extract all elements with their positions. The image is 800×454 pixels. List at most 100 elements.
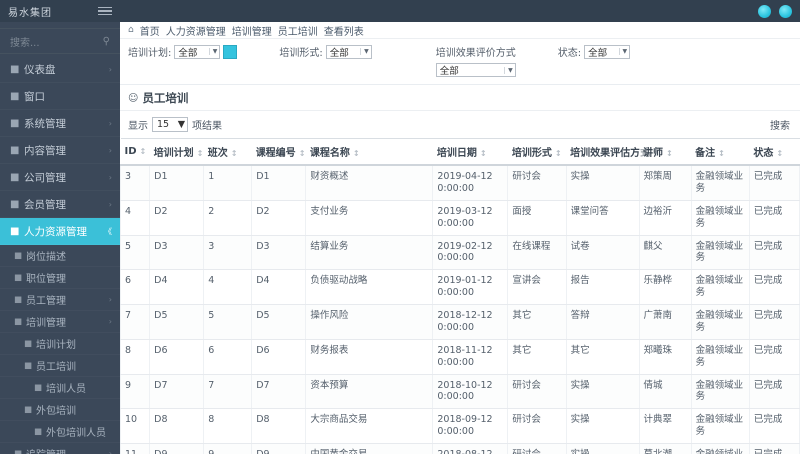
topbar: [120, 0, 800, 22]
user-avatar-1[interactable]: [758, 4, 771, 18]
cell-remark: 金融领域业务: [691, 443, 750, 454]
column-header-eval[interactable]: 培训效果评估方式↕: [566, 138, 660, 166]
search-icon: ⚲: [102, 35, 110, 47]
sidebar-item-13[interactable]: ■ 培训人员: [0, 377, 120, 399]
cell-form: 研讨会: [507, 443, 567, 454]
cell-eval: 实操: [566, 443, 640, 454]
sidebar-header: 易水集团: [0, 0, 120, 22]
sort-icon[interactable]: ↕: [352, 149, 360, 158]
table-row[interactable]: 7 D5 5 D5 操作风险 2018-12-12 0:00:00 其它 答辩 广萧南 金融领域业…: [120, 304, 800, 340]
filter-status-select[interactable]: 全部 ▼: [584, 44, 631, 59]
sort-icon[interactable]: ↕: [479, 149, 487, 158]
sort-icon[interactable]: ↕: [139, 147, 147, 156]
cell-status: 已完成: [749, 339, 800, 375]
cell-name: 大宗商品交易: [305, 408, 434, 444]
table-row[interactable]: 8 D6 6 D6 财务报表 2018-11-12 0:00:00 其它 其它 郑曦珠 金融领域业…: [120, 339, 800, 375]
sort-icon[interactable]: ↕: [230, 149, 238, 158]
cell-plan: D8: [149, 408, 205, 444]
column-header-plan[interactable]: 培训计划 ↕: [149, 138, 204, 166]
cell-plan: D4: [149, 269, 205, 305]
breadcrumb-item-1[interactable]: 人力资源管理: [165, 26, 226, 38]
table-row[interactable]: 4 D2 2 D2 支付业务 2019-03-12 0:00:00 面授 课堂问答 边裕沂 金融领…: [120, 200, 800, 236]
column-header-name[interactable]: 课程名称 ↕: [305, 138, 433, 166]
sidebar-item-15[interactable]: ■ 外包培训人员: [0, 421, 120, 443]
training-icon: ■: [14, 316, 23, 327]
sidebar-item-16[interactable]: ■追踪管理 ›: [0, 443, 120, 454]
user-avatar-2[interactable]: [779, 4, 792, 18]
entries-select[interactable]: 15 ▼: [152, 117, 188, 132]
hamburger-icon[interactable]: [98, 6, 112, 16]
table-row[interactable]: 5 D3 3 D3 结算业务 2019-02-12 0:00:00 在线课程 试卷 麒父 金融领域…: [120, 235, 800, 271]
outsource-training-icon: ■: [24, 404, 33, 415]
sort-icon[interactable]: ↕: [196, 149, 204, 158]
column-header-id[interactable]: ID ↕: [120, 138, 150, 166]
search-button[interactable]: 搜索: [770, 121, 790, 132]
column-header-label: 培训效果评估方式: [570, 148, 651, 159]
cell-status: 已完成: [749, 304, 800, 340]
cell-batch: 2: [203, 200, 253, 236]
column-header-label: 培训形式: [511, 148, 552, 159]
sidebar-item-14[interactable]: ■ 外包培训: [0, 399, 120, 421]
breadcrumb-item-2[interactable]: 培训管理: [231, 26, 272, 38]
column-header-remark[interactable]: 备注 ↕: [691, 138, 750, 166]
breadcrumb-item-3[interactable]: 员工培训: [277, 26, 318, 38]
column-header-date[interactable]: 培训日期 ↕: [432, 138, 508, 166]
cell-code: D1: [251, 165, 307, 201]
cell-code: D7: [251, 374, 307, 410]
column-header-code[interactable]: 课程编号 ↕: [251, 138, 306, 166]
column-header-batch[interactable]: 班次 ↕: [203, 138, 252, 166]
sidebar-item-1[interactable]: ■ 窗口: [0, 83, 120, 110]
company-icon: ■: [10, 171, 20, 183]
cell-remark: 金融领域业务: [691, 408, 750, 444]
column-header-tutor[interactable]: 讲师 ↕: [639, 138, 692, 166]
member-icon: ■: [10, 198, 20, 210]
cell-id: 5: [120, 235, 151, 271]
table-row[interactable]: 6 D4 4 D4 负债驱动战略 2019-01-12 0:00:00 宣讲会 报告 乐静桦 金融…: [120, 269, 800, 305]
sidebar-item-7[interactable]: ■ 岗位描述: [0, 245, 120, 267]
sort-icon[interactable]: ↕: [718, 149, 725, 158]
filter-plan-color-swatch[interactable]: [223, 44, 238, 59]
trainee-icon: ■: [34, 382, 43, 393]
sidebar-item-label: 职位管理: [26, 274, 66, 285]
sidebar-item-6[interactable]: ■ 人力资源管理 《: [0, 218, 120, 245]
sidebar-item-3[interactable]: ■ 内容管理 ›: [0, 137, 120, 164]
filter-eval-label: 培训效果评价方式: [435, 48, 516, 59]
filter-plan-select[interactable]: 全部 ▼: [174, 44, 221, 59]
sort-icon[interactable]: ↕: [554, 149, 562, 158]
page-title-text: 员工培训: [142, 91, 189, 105]
cell-name: 支付业务: [305, 200, 434, 236]
sidebar-item-11[interactable]: ■ 培训计划: [0, 333, 120, 355]
table-row[interactable]: 10 D8 8 D8 大宗商品交易 2018-09-12 0:00:00 研讨会 实操 计典翠金…: [120, 408, 800, 444]
breadcrumb-item-0[interactable]: 首页: [139, 26, 160, 38]
sidebar-item-2[interactable]: ■ 系统管理 ›: [0, 110, 120, 137]
sidebar-item-12[interactable]: ■ 员工培训: [0, 355, 120, 377]
sidebar-item-label: 培训管理: [26, 318, 66, 329]
cell-date: 2018-11-12 0:00:00: [432, 339, 509, 375]
sort-icon[interactable]: ↕: [776, 149, 783, 158]
filter-eval-select[interactable]: 全部 ▼: [435, 63, 516, 77]
sidebar-item-10[interactable]: ■ 培训管理 ›: [0, 311, 120, 333]
sidebar-item-5[interactable]: ■ 会员管理 ›: [0, 191, 120, 218]
table-row[interactable]: 11D99D9中国黄金交易2018-08-12 0:00:00研讨会实操墓北潮金…: [120, 443, 800, 454]
sidebar-item-8[interactable]: ■ 职位管理: [0, 267, 120, 289]
cell-plan: D7: [149, 374, 205, 410]
sort-icon[interactable]: ↕: [298, 149, 306, 158]
column-header-form[interactable]: 培训形式 ↕: [507, 138, 567, 166]
home-icon[interactable]: ⌂: [128, 25, 134, 35]
cell-batch: 4: [203, 269, 253, 305]
filter-form-label: 培训形式:: [279, 48, 323, 59]
cell-form: 宣讲会: [507, 269, 567, 305]
column-header-status[interactable]: 状态 ↕: [749, 138, 800, 166]
cell-remark: 金融领域业务: [691, 235, 750, 271]
cell-form: 在线课程: [507, 235, 567, 271]
table-row[interactable]: 3 D1 1 D1 财资概述 2019-04-12 0:00:00 研讨会 实操 郑策周 金融领域…: [120, 165, 800, 201]
cell-name: 资本预算: [305, 374, 434, 410]
sidebar-item-0[interactable]: ■ 仪表盘 ›: [0, 56, 120, 83]
filter-form-select[interactable]: 全部 ▼: [325, 44, 372, 59]
cell-date: 2018-10-12 0:00:00: [432, 374, 509, 410]
sidebar-item-4[interactable]: ■ 公司管理 ›: [0, 164, 120, 191]
sidebar-item-9[interactable]: ■ 员工管理 ›: [0, 289, 120, 311]
sidebar-search-input[interactable]: 搜索... ⚲: [0, 28, 120, 54]
sort-icon[interactable]: ↕: [666, 149, 673, 158]
table-row[interactable]: 9 D7 7 D7 资本预算 2018-10-12 0:00:00 研讨会 实操 倩城 金融领域业…: [120, 374, 800, 410]
